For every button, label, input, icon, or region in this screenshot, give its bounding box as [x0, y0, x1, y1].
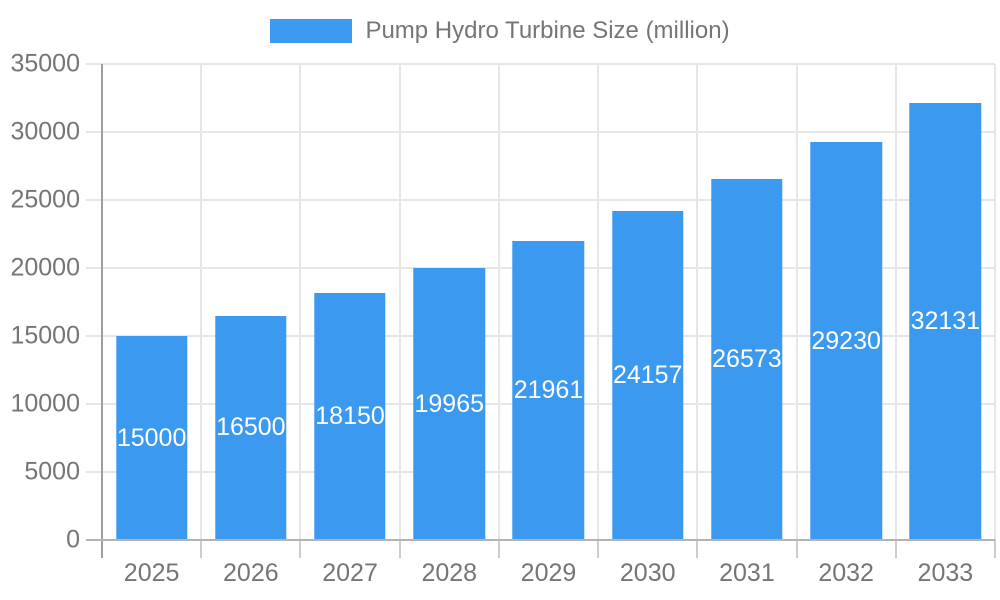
- h-gridline: [86, 199, 995, 201]
- x-axis-tick-label: 2027: [322, 559, 378, 587]
- v-gridline: [200, 64, 203, 540]
- x-axis-tick: [398, 540, 401, 558]
- bar-value-label: 19965: [414, 389, 485, 418]
- category-cell: 16500: [201, 64, 300, 540]
- x-axis-tick: [497, 540, 500, 558]
- v-gridline: [994, 64, 996, 540]
- h-gridline: [86, 131, 995, 133]
- legend: Pump Hydro Turbine Size (million): [0, 15, 1000, 47]
- bars-layer: 15000 16500 18150 19965 21961 24157 26573 29230…: [102, 64, 995, 540]
- x-axis-tick-label: 2032: [818, 559, 874, 587]
- y-axis-tick-label: 15000: [10, 321, 80, 350]
- bar-value-label: 26573: [712, 344, 782, 373]
- x-axis-tick: [597, 540, 600, 558]
- x-axis-labels: 2025 2026 2027 2028 2029 2030 2031 2032 2033: [102, 556, 995, 590]
- x-axis-line: [86, 539, 995, 541]
- legend-swatch-icon[interactable]: [270, 19, 353, 43]
- x-axis-tick-label: 2030: [619, 559, 676, 587]
- y-axis-tick-label: 35000: [10, 49, 80, 78]
- x-axis-tick: [696, 540, 699, 558]
- bar-value-label: 32131: [910, 307, 981, 336]
- bar-2025[interactable]: 15000: [115, 336, 188, 540]
- y-axis-tick-label: 10000: [10, 389, 80, 418]
- x-axis-tick: [795, 540, 798, 558]
- bar-value-label: 24157: [612, 361, 683, 390]
- x-axis-tick: [894, 540, 897, 558]
- bar-2030[interactable]: 24157: [611, 211, 684, 540]
- bar-value-label: 15000: [116, 423, 187, 452]
- bar-value-label: 16500: [216, 413, 286, 442]
- x-axis-tick-label: 2025: [123, 559, 180, 587]
- x-axis-tick-label: 2026: [223, 559, 279, 587]
- y-axis-labels: 0 5000 10000 15000 20000 25000 30000 35000: [0, 51, 80, 552]
- category-cell: 21961: [499, 64, 598, 540]
- x-axis-tick-label: 2033: [917, 559, 974, 587]
- bar-value-label: 18150: [315, 402, 385, 431]
- y-axis-tick-label: 30000: [10, 117, 80, 146]
- bar-value-label: 21961: [513, 376, 584, 405]
- bar-2027[interactable]: 18150: [314, 293, 386, 540]
- h-gridline: [86, 63, 995, 65]
- y-axis-line: [101, 64, 103, 558]
- x-axis-tick-label: 2029: [520, 559, 577, 587]
- category-cell: 26573: [697, 64, 796, 540]
- y-axis-tick-label: 0: [66, 525, 80, 554]
- x-axis-tick-label: 2028: [421, 559, 478, 587]
- v-gridline: [299, 64, 302, 540]
- bar-2028[interactable]: 19965: [413, 268, 485, 540]
- v-gridline: [696, 64, 699, 540]
- category-cell: 29230: [797, 64, 896, 540]
- y-axis-tick-label: 25000: [10, 185, 80, 214]
- legend-label[interactable]: Pump Hydro Turbine Size (million): [365, 17, 730, 44]
- category-cell: 15000: [102, 64, 201, 540]
- bar-2032[interactable]: 29230: [810, 142, 882, 540]
- bar-2026[interactable]: 16500: [215, 315, 287, 540]
- bar-2029[interactable]: 21961: [512, 241, 585, 540]
- category-cell: 32131: [896, 64, 995, 540]
- x-axis-tick: [200, 540, 203, 558]
- y-axis-tick-label: 5000: [24, 457, 80, 486]
- bar-2033[interactable]: 32131: [909, 103, 982, 540]
- v-gridline: [795, 64, 798, 540]
- x-axis-tick: [299, 540, 302, 558]
- category-cell: 24157: [598, 64, 697, 540]
- bar-2031[interactable]: 26573: [711, 178, 783, 540]
- x-axis-tick-label: 2031: [719, 559, 775, 587]
- category-cell: 18150: [300, 64, 399, 540]
- x-axis-tick: [994, 540, 996, 558]
- v-gridline: [597, 64, 600, 540]
- bar-value-label: 29230: [811, 326, 881, 355]
- plot-area: 15000 16500 18150 19965 21961 24157 26573 29230…: [86, 63, 996, 558]
- v-gridline: [398, 64, 401, 540]
- category-cell: 19965: [400, 64, 499, 540]
- v-gridline: [497, 64, 500, 540]
- v-gridline: [894, 64, 897, 540]
- y-axis-tick-label: 20000: [10, 253, 80, 282]
